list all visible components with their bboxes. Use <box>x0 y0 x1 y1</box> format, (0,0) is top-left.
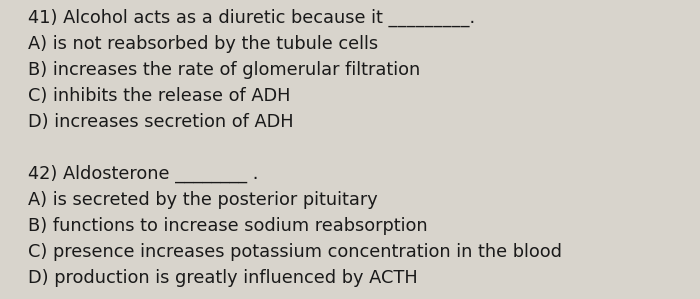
Text: D) production is greatly influenced by ACTH: D) production is greatly influenced by A… <box>28 269 418 287</box>
Text: 42) Aldosterone ________ .: 42) Aldosterone ________ . <box>28 165 258 183</box>
Text: B) increases the rate of glomerular filtration: B) increases the rate of glomerular filt… <box>28 61 420 79</box>
Text: A) is secreted by the posterior pituitary: A) is secreted by the posterior pituitar… <box>28 191 378 209</box>
Text: D) increases secretion of ADH: D) increases secretion of ADH <box>28 113 293 131</box>
Text: B) functions to increase sodium reabsorption: B) functions to increase sodium reabsorp… <box>28 217 428 235</box>
Text: C) presence increases potassium concentration in the blood: C) presence increases potassium concentr… <box>28 243 562 261</box>
Text: A) is not reabsorbed by the tubule cells: A) is not reabsorbed by the tubule cells <box>28 35 378 53</box>
Text: 41) Alcohol acts as a diuretic because it _________.: 41) Alcohol acts as a diuretic because i… <box>28 9 475 27</box>
Text: C) inhibits the release of ADH: C) inhibits the release of ADH <box>28 87 290 105</box>
